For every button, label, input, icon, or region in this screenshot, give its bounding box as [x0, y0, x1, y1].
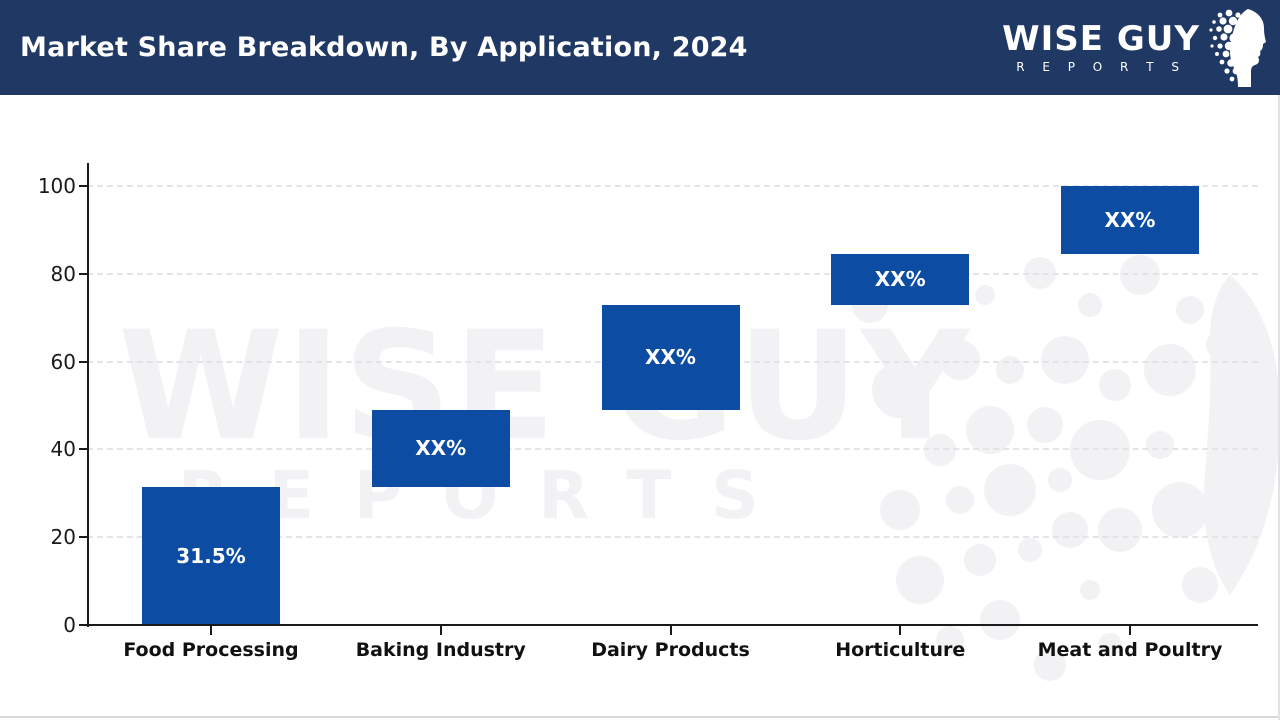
logo-wordmark: WISE GUY: [1002, 18, 1200, 59]
bar-horticulture: XX%: [831, 254, 970, 305]
y-tick-mark-80: [79, 272, 87, 275]
gridline-80: [87, 272, 1258, 275]
gridline-40: [87, 448, 1258, 451]
x-tick-mark-horticulture: [899, 626, 902, 635]
bar-meat-and-poultry: XX%: [1061, 186, 1199, 255]
y-tick-label: 20: [50, 525, 76, 550]
y-tick-mark-100: [79, 185, 87, 187]
y-tick-label: 0: [63, 613, 76, 637]
x-axis-label: Food Processing: [123, 639, 299, 661]
wise-guy-face-icon: [1209, 8, 1266, 87]
logo-subtitle: R E P O R T S: [1016, 59, 1186, 74]
y-tick-mark-40: [79, 448, 87, 451]
x-tick-mark-dairy-products: [669, 626, 672, 635]
bar-value-label: XX%: [645, 345, 696, 370]
y-tick-mark-60: [79, 360, 87, 363]
y-tick-mark-0: [79, 624, 87, 626]
bar-dairy-products: XX%: [601, 304, 740, 410]
right-border-line: [1278, 95, 1280, 720]
x-tick-mark-food-processing: [210, 626, 212, 635]
y-tick-mark-20: [79, 536, 87, 539]
y-tick-label: 100: [37, 174, 76, 198]
gridline-20: [87, 536, 1258, 539]
watermark-wordmark: WISE GUY: [118, 300, 972, 474]
x-axis-label: Horticulture: [835, 639, 966, 661]
waterfall-chart: WISE GUY REPORTS 0 20 40 60 80 100 31.5% Food P…: [0, 95, 1280, 720]
bar-value-label: XX%: [874, 267, 926, 292]
y-tick-label: 60: [50, 349, 76, 374]
bar-value-label: 31.5%: [176, 543, 246, 568]
x-axis-label: Baking Industry: [355, 639, 526, 661]
watermark-face-icon: [852, 255, 1280, 681]
x-axis-label: Dairy Products: [591, 639, 750, 661]
bar-baking-industry: XX%: [371, 409, 510, 487]
bar-food-processing: 31.5%: [142, 486, 280, 625]
header-bar: Market Share Breakdown, By Application, …: [0, 0, 1280, 95]
logo-text: WISE GUY R E P O R T S: [1002, 21, 1200, 75]
bottom-border-line: [0, 716, 1280, 718]
bar-value-label: XX%: [415, 436, 467, 461]
y-tick-label: 80: [50, 261, 76, 286]
x-tick-mark-baking-industry: [439, 626, 442, 635]
wise-guy-logo: WISE GUY R E P O R T S: [1002, 8, 1266, 87]
chart-title: Market Share Breakdown, By Application, …: [20, 32, 748, 63]
bar-value-label: XX%: [1104, 208, 1156, 233]
gridline-100: [87, 185, 1258, 187]
x-axis-label: Meat and Poultry: [1037, 639, 1223, 661]
x-tick-mark-meat-and-poultry: [1129, 626, 1131, 635]
y-axis-line: [87, 163, 89, 627]
y-tick-label: 40: [50, 437, 76, 462]
x-axis-line: [87, 624, 1258, 626]
